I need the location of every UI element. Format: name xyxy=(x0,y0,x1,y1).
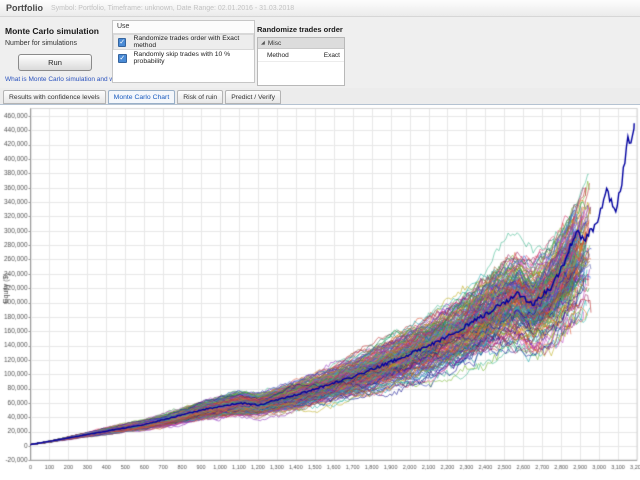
tab-predict-verify[interactable]: Predict / Verify xyxy=(225,90,282,104)
skip-trades-label: Randomly skip trades with 10 % probabili… xyxy=(133,51,231,65)
check-icon: ✓ xyxy=(119,38,126,46)
randomize-order-label: Randomize trades order with Exact method xyxy=(133,35,240,49)
skip-trades-checkbox[interactable]: ✓ xyxy=(118,53,127,63)
option-skip-trades[interactable]: ✓ Randomly skip trades with 10 % probabi… xyxy=(113,50,254,66)
monte-carlo-help-link[interactable]: What is Monte Carlo simulation and why i… xyxy=(5,76,166,83)
method-value[interactable]: Exact xyxy=(323,51,340,59)
tab-results-confidence-levels[interactable]: Results with confidence levels xyxy=(3,90,106,104)
page-subtitle: Symbol: Portfolio, Timeframe: unknown, D… xyxy=(51,4,295,12)
simulation-panel-title: Monte Carlo simulation xyxy=(5,26,99,36)
use-panel-header: Use xyxy=(113,21,254,34)
randomize-panel-title: Randomize trades order xyxy=(257,25,343,34)
tab-monte-carlo-chart[interactable]: Monte Carlo Chart xyxy=(107,90,176,104)
controls-strip: Monte Carlo simulation Number for simula… xyxy=(0,17,640,88)
method-key: Method xyxy=(267,51,289,59)
tab-risk-of-ruin[interactable]: Risk of ruin xyxy=(177,90,224,104)
result-tabs: Results with confidence levels Monte Car… xyxy=(0,88,640,104)
monte-carlo-chart-canvas[interactable] xyxy=(0,105,640,480)
portfolio-header: Portfolio Symbol: Portfolio, Timeframe: … xyxy=(0,0,640,17)
method-row: Method Exact xyxy=(258,49,344,62)
group-expand-icon: ◢ xyxy=(261,40,265,46)
simulations-count-label: Number for simulations xyxy=(5,40,77,47)
randomize-order-checkbox[interactable]: ✓ xyxy=(118,37,127,47)
misc-group-label: Misc xyxy=(267,39,282,47)
check-icon: ✓ xyxy=(119,54,126,62)
misc-group-row[interactable]: ◢ Misc xyxy=(258,38,344,49)
run-button[interactable]: Run xyxy=(18,54,92,71)
option-randomize-trades-order[interactable]: ✓ Randomize trades order with Exact meth… xyxy=(113,34,254,50)
monte-carlo-chart-panel xyxy=(0,104,640,480)
page-title: Portfolio xyxy=(6,3,43,13)
randomize-settings-table: ◢ Misc Method Exact xyxy=(257,37,345,86)
use-options-panel: Use ✓ Randomize trades order with Exact … xyxy=(112,20,255,83)
